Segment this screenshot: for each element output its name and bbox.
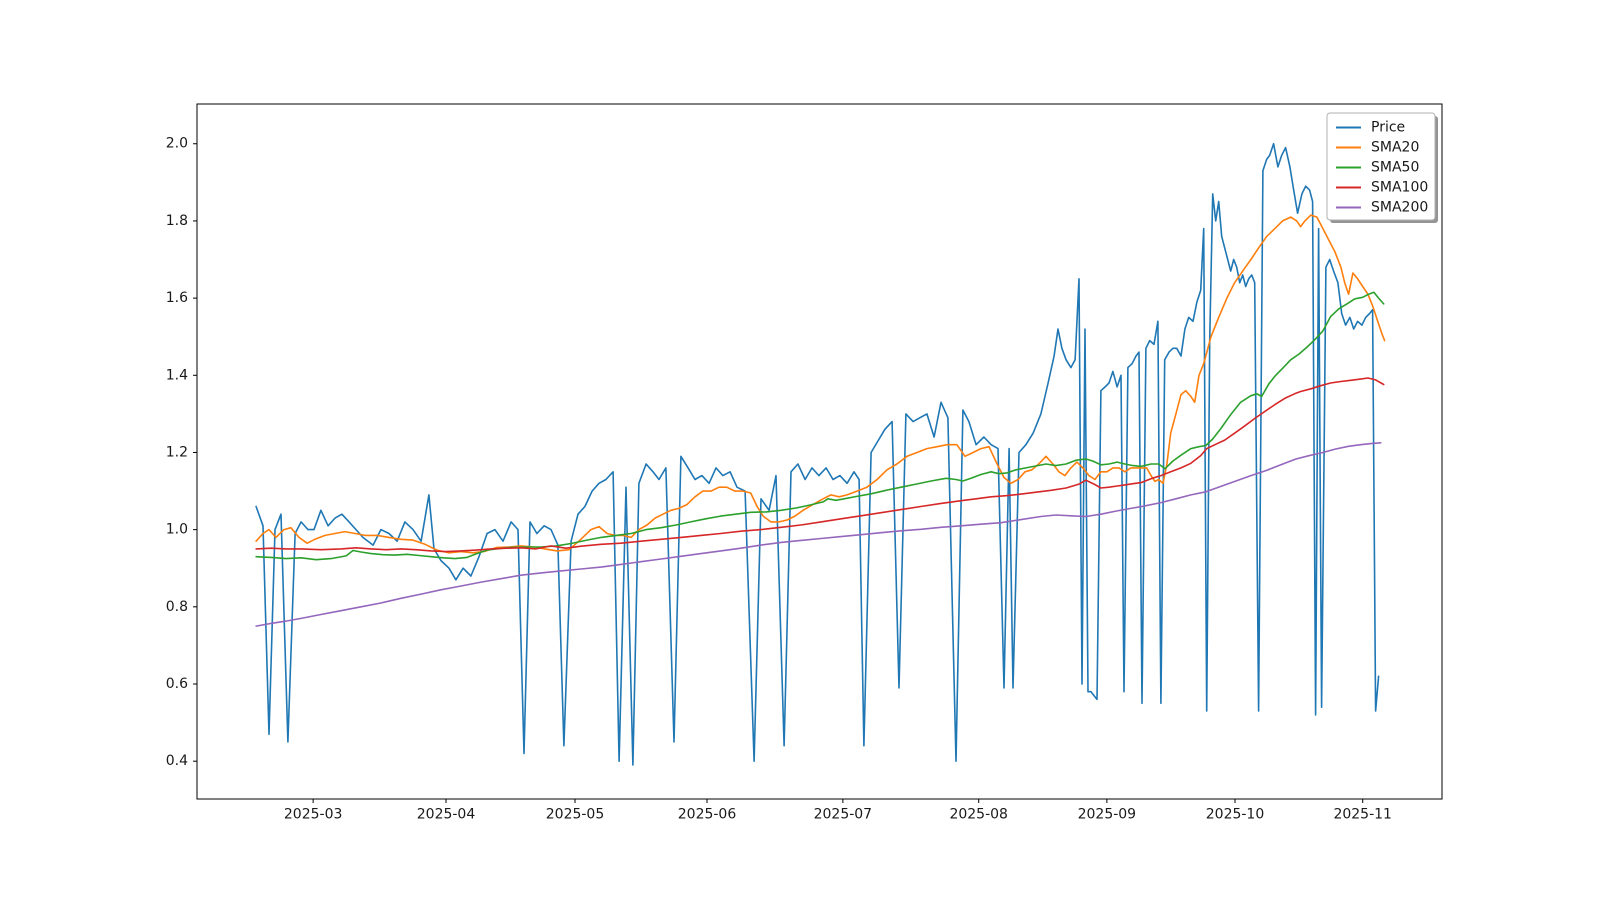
legend-entry-sma100: SMA100 bbox=[1336, 180, 1428, 196]
legend-label: SMA200 bbox=[1371, 200, 1428, 216]
legend-label: SMA20 bbox=[1371, 140, 1419, 156]
x-tick-label: 2025-07 bbox=[814, 807, 873, 823]
y-tick-label: 1.4 bbox=[166, 367, 188, 383]
series-line-sma20 bbox=[255, 214, 1386, 554]
legend-label: SMA100 bbox=[1371, 180, 1428, 196]
legend-label: SMA50 bbox=[1371, 160, 1419, 176]
legend-label: Price bbox=[1371, 120, 1405, 136]
series-line-price bbox=[255, 142, 1380, 766]
y-tick-label: 0.4 bbox=[166, 753, 188, 769]
series-lines bbox=[255, 142, 1386, 766]
x-tick-label: 2025-10 bbox=[1206, 807, 1265, 823]
series-line-sma200 bbox=[255, 441, 1382, 627]
y-tick-label: 1.8 bbox=[166, 213, 188, 229]
legend-entry-price: Price bbox=[1336, 120, 1405, 136]
legend-entry-sma200: SMA200 bbox=[1336, 200, 1428, 216]
legend: Price SMA20 SMA50 SMA100 SMA200 bbox=[1326, 112, 1438, 223]
legend-entry-sma50: SMA50 bbox=[1336, 160, 1419, 176]
y-tick-label: 1.2 bbox=[166, 444, 188, 460]
y-tick-label: 0.6 bbox=[166, 676, 188, 692]
x-tick-label: 2025-04 bbox=[417, 807, 476, 823]
legend-box bbox=[1326, 112, 1436, 221]
series-line-sma50 bbox=[255, 291, 1385, 561]
y-tick-label: 1.0 bbox=[166, 522, 188, 538]
x-tick-label: 2025-11 bbox=[1333, 807, 1392, 823]
x-tick-label: 2025-03 bbox=[284, 807, 343, 823]
plot-border bbox=[196, 103, 1443, 800]
x-tick-label: 2025-09 bbox=[1078, 807, 1137, 823]
x-tick-label: 2025-05 bbox=[546, 807, 605, 823]
y-tick-label: 2.0 bbox=[166, 136, 188, 152]
y-tick-label: 0.8 bbox=[166, 599, 188, 615]
series-line-sma100 bbox=[255, 377, 1385, 553]
x-tick-label: 2025-08 bbox=[949, 807, 1008, 823]
x-tick-label: 2025-06 bbox=[678, 807, 737, 823]
y-tick-label: 1.6 bbox=[166, 290, 188, 306]
legend-entry-sma20: SMA20 bbox=[1336, 140, 1419, 156]
